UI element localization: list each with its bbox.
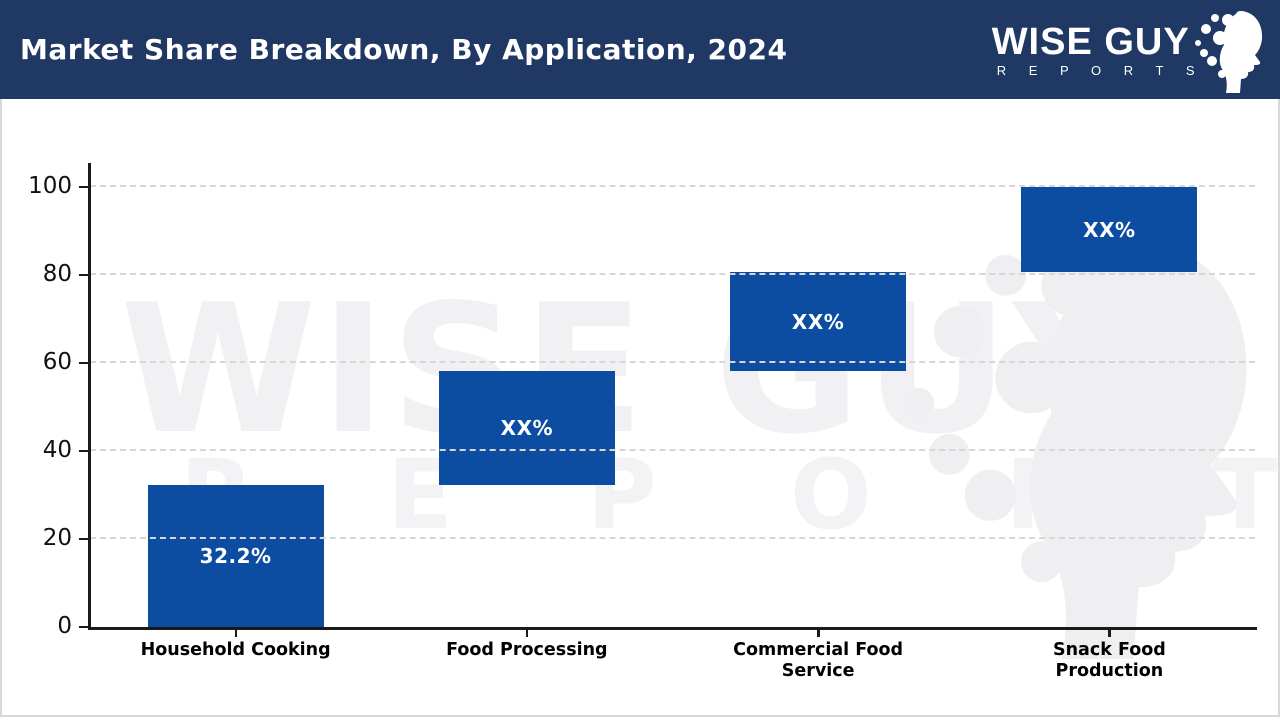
x-tick-mark — [525, 627, 529, 637]
chart-area: WISE GUY R E P O R T S 32.2%XX%XX%XX% 02… — [0, 99, 1280, 717]
y-tick-label: 80 — [42, 261, 72, 287]
x-tick-mark — [234, 627, 238, 637]
x-tick-mark — [817, 627, 820, 637]
brand-head-icon — [1195, 10, 1263, 93]
gridline — [90, 449, 1255, 451]
brand-logo: WISE GUY R E P O R T S — [992, 7, 1264, 93]
y-tick-mark — [79, 273, 88, 276]
y-tick-label: 20 — [42, 525, 72, 551]
gridline — [90, 185, 1255, 187]
y-tick-mark — [79, 449, 88, 452]
bar-value-label: XX% — [500, 416, 554, 441]
bar-value-label: XX% — [791, 309, 845, 334]
gridline — [90, 273, 1255, 275]
x-tick-label: Commercial Food Service — [733, 640, 904, 681]
y-axis-spine — [88, 163, 91, 630]
bar-value-label: XX% — [1083, 217, 1136, 242]
x-tick-label: Snack Food Production — [1052, 640, 1166, 681]
y-tick-label: 60 — [42, 349, 72, 375]
bar-commercial-food-service: XX% — [730, 272, 907, 371]
y-tick-mark — [79, 185, 88, 188]
y-tick-mark — [79, 625, 88, 628]
gridline — [90, 537, 1255, 539]
bar-value-label: 32.2% — [199, 544, 272, 569]
y-tick-mark — [79, 361, 88, 364]
x-tick-mark — [1108, 627, 1111, 637]
y-tick-label: 40 — [42, 437, 72, 463]
header-bar: Market Share Breakdown, By Application, … — [0, 0, 1280, 99]
x-axis-spine — [88, 627, 1257, 630]
y-tick-label: 0 — [57, 613, 72, 639]
chart-title: Market Share Breakdown, By Application, … — [20, 33, 788, 66]
bar-snack-food-production: XX% — [1021, 187, 1198, 273]
bar-household-cooking: 32.2% — [147, 485, 324, 627]
y-tick-label: 100 — [28, 173, 72, 199]
x-axis: Household Cooking Food Processing Commerci… — [90, 640, 1255, 704]
x-tick-label: Food Processing — [446, 640, 608, 660]
y-tick-mark — [79, 537, 88, 540]
x-tick-label: Household Cooking — [140, 640, 331, 660]
brand-name: WISE GUY — [991, 20, 1190, 63]
y-axis: 0 20 40 60 80 100 — [2, 175, 88, 638]
bar-food-processing: XX% — [438, 370, 615, 486]
plot-area: 32.2% XX% XX% XX% — [90, 185, 1255, 637]
brand-logo-text: WISE GUY R E P O R T S — [992, 23, 1204, 77]
brand-subtitle: R E P O R T S — [996, 62, 1204, 78]
gridline — [90, 361, 1255, 363]
